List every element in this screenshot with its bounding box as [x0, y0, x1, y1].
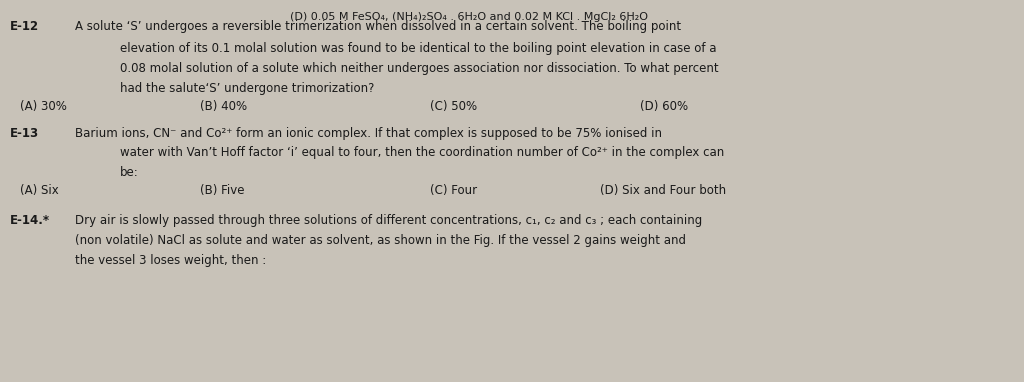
Text: be:: be: — [120, 166, 138, 179]
Text: E-12: E-12 — [10, 20, 39, 33]
Text: 0.08 molal solution of a solute which neither undergoes association nor dissocia: 0.08 molal solution of a solute which ne… — [120, 62, 719, 75]
Text: Dry air is slowly passed through three solutions of different concentrations, c₁: Dry air is slowly passed through three s… — [75, 214, 702, 227]
Text: water with Van’t Hoff factor ‘i’ equal to four, then the coordination number of : water with Van’t Hoff factor ‘i’ equal t… — [120, 146, 724, 159]
Text: E-13: E-13 — [10, 127, 39, 140]
Text: (A) 30%: (A) 30% — [20, 100, 67, 113]
Text: (D) 0.05 M FeSO₄, (NH₄)₂SO₄ . 6H₂O and 0.02 M KCl . MgCl₂ 6H₂O: (D) 0.05 M FeSO₄, (NH₄)₂SO₄ . 6H₂O and 0… — [290, 12, 648, 22]
Text: A solute ‘S’ undergoes a reversible trimerization when dissolved in a certain so: A solute ‘S’ undergoes a reversible trim… — [75, 20, 681, 33]
Text: E-14.*: E-14.* — [10, 214, 50, 227]
Text: the vessel 3 loses weight, then :: the vessel 3 loses weight, then : — [75, 254, 266, 267]
Text: (B) Five: (B) Five — [200, 184, 245, 197]
Text: (non volatile) NaCl as solute and water as solvent, as shown in the Fig. If the : (non volatile) NaCl as solute and water … — [75, 234, 686, 247]
Text: elevation of its 0.1 molal solution was found to be identical to the boiling poi: elevation of its 0.1 molal solution was … — [120, 42, 717, 55]
Text: (C) Four: (C) Four — [430, 184, 477, 197]
Text: (D) Six and Four both: (D) Six and Four both — [600, 184, 726, 197]
Text: (B) 40%: (B) 40% — [200, 100, 247, 113]
Text: (D) 60%: (D) 60% — [640, 100, 688, 113]
Text: (A) Six: (A) Six — [20, 184, 58, 197]
Text: Barium ions, CN⁻ and Co²⁺ form an ionic complex. If that complex is supposed to : Barium ions, CN⁻ and Co²⁺ form an ionic … — [75, 127, 662, 140]
Text: had the salute‘S’ undergone trimorization?: had the salute‘S’ undergone trimorizatio… — [120, 82, 375, 95]
Text: (C) 50%: (C) 50% — [430, 100, 477, 113]
